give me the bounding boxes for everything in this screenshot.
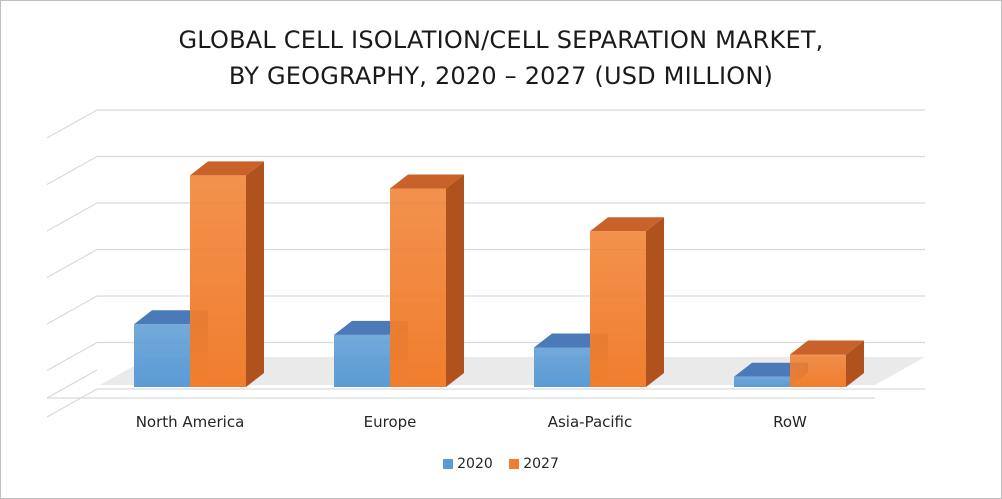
bar-2027-3-front: [790, 354, 846, 387]
bar-2020-0-top: [134, 310, 208, 325]
legend-item-2027: 2027: [509, 456, 559, 472]
category-label-1: Europe: [364, 413, 417, 431]
bar-2020-3-front: [734, 376, 790, 387]
bar-2027-0-top: [190, 161, 264, 176]
legend-label-2027: 2027: [523, 456, 559, 472]
legend-swatch-2020: [443, 459, 454, 469]
bar-2027-3-side: [846, 340, 864, 387]
bar-2020-2-top: [534, 333, 608, 348]
chart-title-line-1: GLOBAL CELL ISOLATION/CELL SEPARATION MA…: [178, 26, 824, 54]
gridline-diagonal-5: [46, 155, 98, 186]
legend-label-2020: 2020: [457, 456, 493, 472]
bar-2027-3-top: [790, 340, 864, 355]
bar-2020-1-front: [334, 334, 390, 387]
bar-2027-1-top: [390, 174, 464, 189]
gridline-diagonal-3: [46, 248, 98, 279]
gridline-diagonal-2: [46, 295, 98, 325]
bar-2027-0-front: [190, 175, 246, 387]
axis-floor-edge: [46, 369, 98, 399]
bar-2027-2-side: [646, 217, 664, 387]
bar-2020-1-top: [334, 320, 408, 335]
legend-swatch-2027: [509, 459, 520, 469]
bar-2027-2-top: [590, 217, 664, 232]
gridline-diagonal-6: [46, 109, 98, 139]
bar-2020-2-front: [534, 347, 590, 387]
bar-2027-1-side: [446, 174, 464, 387]
bar-2027-1-front: [390, 188, 446, 387]
category-label-0: North America: [136, 413, 245, 431]
bar-2020-0-front: [134, 324, 190, 387]
legend-item-2020: 2020: [443, 456, 493, 472]
category-label-3: RoW: [773, 413, 807, 431]
gridline-diagonal-0: [46, 388, 98, 418]
category-label-2: Asia-Pacific: [548, 413, 633, 431]
bar-2020-3-top: [734, 362, 808, 377]
bar-2027-0-side: [246, 161, 264, 387]
chart-title: GLOBAL CELL ISOLATION/CELL SEPARATION MA…: [0, 22, 1002, 94]
gridline-diagonal-1: [46, 341, 98, 372]
bar-2027-2-front: [590, 231, 646, 387]
floor: [100, 357, 925, 385]
legend: 2020 2027: [0, 456, 1002, 472]
chart-title-line-2: BY GEOGRAPHY, 2020 – 2027 (USD MILLION): [228, 62, 774, 90]
gridline-diagonal-4: [46, 202, 98, 232]
